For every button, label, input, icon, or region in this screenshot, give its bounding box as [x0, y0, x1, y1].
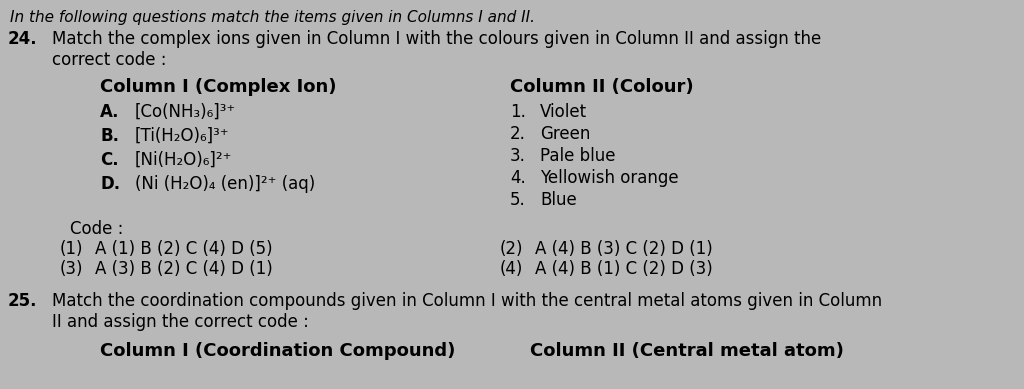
- Text: 3.: 3.: [510, 147, 526, 165]
- Text: (2): (2): [500, 240, 523, 258]
- Text: (3): (3): [60, 260, 84, 278]
- Text: 4.: 4.: [510, 169, 525, 187]
- Text: Column II (Central metal atom): Column II (Central metal atom): [530, 342, 844, 360]
- Text: [Co(NH₃)₆]³⁺: [Co(NH₃)₆]³⁺: [135, 103, 237, 121]
- Text: 5.: 5.: [510, 191, 525, 209]
- Text: Code :: Code :: [70, 220, 123, 238]
- Text: Match the complex ions given in Column I with the colours given in Column II and: Match the complex ions given in Column I…: [52, 30, 821, 69]
- Text: A.: A.: [100, 103, 120, 121]
- Text: (1): (1): [60, 240, 84, 258]
- Text: Blue: Blue: [540, 191, 577, 209]
- Text: D.: D.: [100, 175, 120, 193]
- Text: Yellowish orange: Yellowish orange: [540, 169, 679, 187]
- Text: Violet: Violet: [540, 103, 587, 121]
- Text: [Ni(H₂O)₆]²⁺: [Ni(H₂O)₆]²⁺: [135, 151, 232, 169]
- Text: A (4) B (3) C (2) D (1): A (4) B (3) C (2) D (1): [535, 240, 713, 258]
- Text: In the following questions match the items given in Columns I and II.: In the following questions match the ite…: [10, 10, 535, 25]
- Text: Column I (Coordination Compound): Column I (Coordination Compound): [100, 342, 456, 360]
- Text: A (1) B (2) C (4) D (5): A (1) B (2) C (4) D (5): [95, 240, 272, 258]
- Text: A (4) B (1) C (2) D (3): A (4) B (1) C (2) D (3): [535, 260, 713, 278]
- Text: 24.: 24.: [8, 30, 38, 48]
- Text: Pale blue: Pale blue: [540, 147, 615, 165]
- Text: (4): (4): [500, 260, 523, 278]
- Text: C.: C.: [100, 151, 119, 169]
- Text: Column I (Complex Ion): Column I (Complex Ion): [100, 78, 337, 96]
- Text: 2.: 2.: [510, 125, 526, 143]
- Text: 1.: 1.: [510, 103, 526, 121]
- Text: 25.: 25.: [8, 292, 38, 310]
- Text: B.: B.: [100, 127, 119, 145]
- Text: Green: Green: [540, 125, 591, 143]
- Text: A (3) B (2) C (4) D (1): A (3) B (2) C (4) D (1): [95, 260, 272, 278]
- Text: Column II (Colour): Column II (Colour): [510, 78, 693, 96]
- Text: [Ti(H₂O)₆]³⁺: [Ti(H₂O)₆]³⁺: [135, 127, 229, 145]
- Text: Match the coordination compounds given in Column I with the central metal atoms : Match the coordination compounds given i…: [52, 292, 882, 331]
- Text: (Ni (H₂O)₄ (en)]²⁺ (aq): (Ni (H₂O)₄ (en)]²⁺ (aq): [135, 175, 315, 193]
